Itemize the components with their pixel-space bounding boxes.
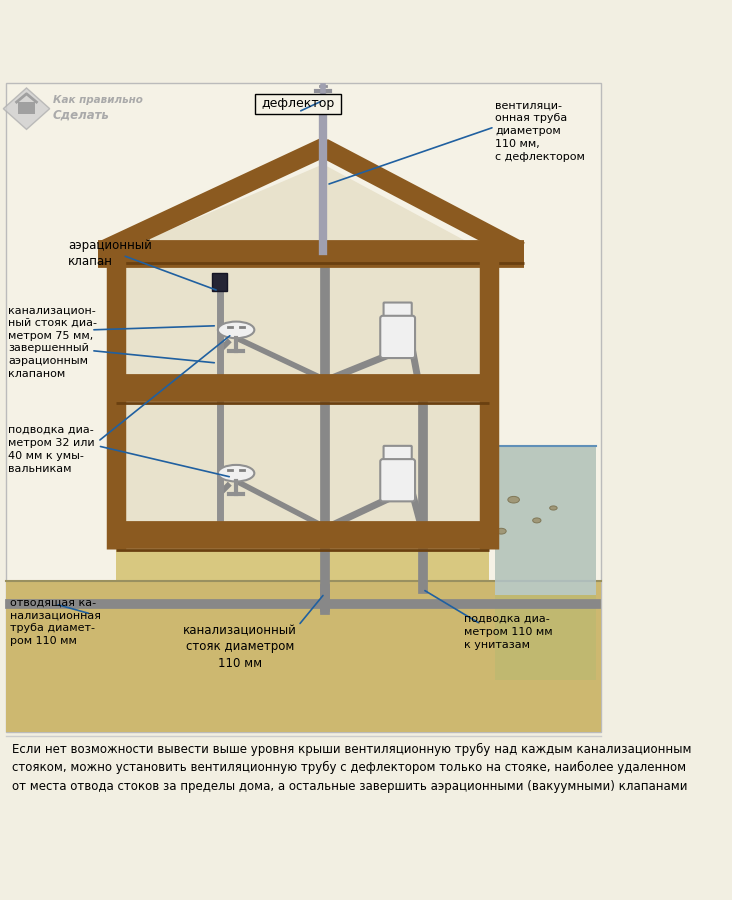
Ellipse shape — [218, 465, 254, 482]
Bar — [116, 549, 489, 580]
Text: подводка диа-
метром 110 мм
к унитазам: подводка диа- метром 110 мм к унитазам — [464, 614, 553, 650]
Bar — [122, 403, 483, 531]
FancyBboxPatch shape — [255, 94, 341, 113]
Polygon shape — [120, 164, 485, 251]
FancyBboxPatch shape — [384, 446, 411, 463]
Ellipse shape — [550, 506, 557, 510]
Ellipse shape — [508, 497, 520, 503]
Text: Сделать: Сделать — [53, 109, 110, 122]
Text: канализационный
стояк диаметром
110 мм: канализационный стояк диаметром 110 мм — [183, 624, 297, 670]
Ellipse shape — [496, 528, 507, 534]
Text: аэрационный
клапан: аэрационный клапан — [68, 238, 152, 268]
Text: Если нет возможности вывести выше уровня крыши вентиляционную трубу над каждым к: Если нет возможности вывести выше уровня… — [12, 742, 692, 793]
Text: вентиляци-
онная труба
диаметром
110 мм,
с дефлектором: вентиляци- онная труба диаметром 110 мм,… — [496, 101, 586, 162]
Text: дефлектор: дефлектор — [261, 97, 335, 110]
Bar — [122, 259, 483, 383]
Text: подводка диа-
метром 32 или
40 мм к умы-
вальникам: подводка диа- метром 32 или 40 мм к умы-… — [8, 425, 95, 473]
FancyBboxPatch shape — [380, 459, 415, 501]
Bar — [6, 83, 601, 732]
Text: канализацион-
ный стояк диа-
метром 75 мм,
завершенный
аэрационным
клапаном: канализацион- ный стояк диа- метром 75 м… — [8, 305, 97, 379]
Bar — [18, 102, 35, 113]
FancyBboxPatch shape — [380, 316, 415, 358]
Ellipse shape — [218, 321, 254, 338]
Bar — [212, 273, 227, 291]
Bar — [496, 446, 597, 595]
Polygon shape — [4, 88, 50, 130]
FancyBboxPatch shape — [384, 302, 411, 320]
Text: отводящая ка-
нализационная
труба диамет-
ром 110 мм: отводящая ка- нализационная труба диамет… — [10, 598, 101, 646]
Bar — [6, 580, 601, 732]
Text: Как правильно: Как правильно — [53, 95, 143, 105]
Ellipse shape — [533, 518, 541, 523]
Bar — [496, 446, 597, 680]
